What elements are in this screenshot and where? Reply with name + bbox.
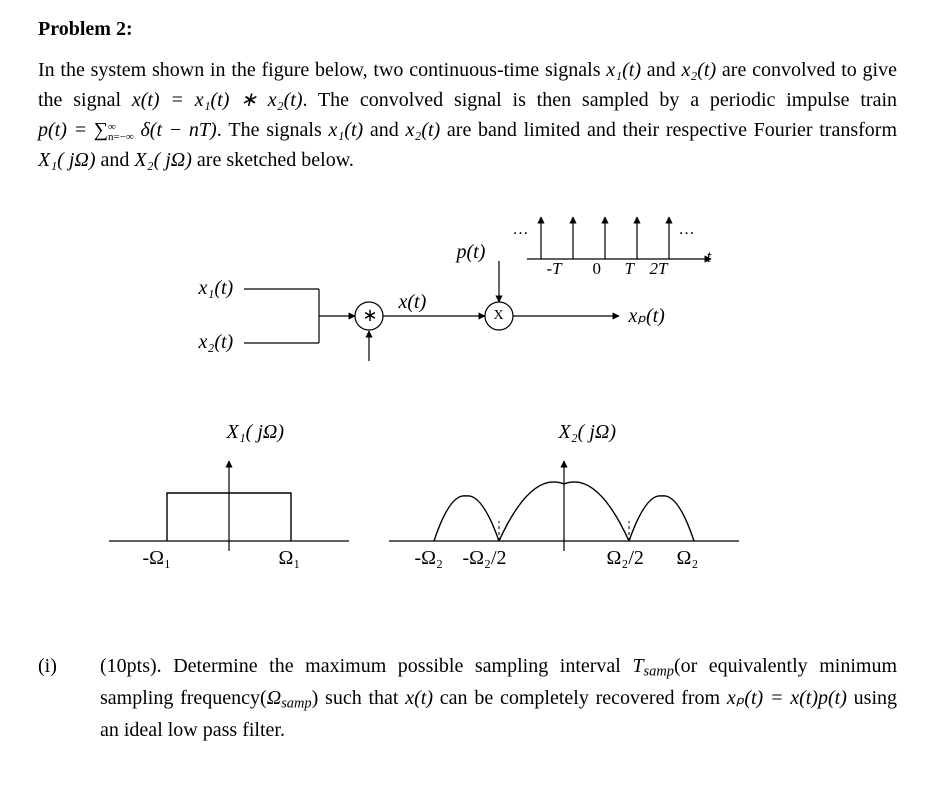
text-segment: and (363, 119, 405, 141)
label-pt: p(t) (457, 241, 486, 264)
problem-title: Problem 2: (38, 18, 897, 41)
label-xpt: xₚ(t) (629, 303, 665, 328)
impulse-dots-right: … (679, 221, 695, 239)
part-i-body: (10pts). Determine the maximum possible … (100, 651, 897, 746)
multiplier-symbol: X (494, 308, 504, 324)
label-X2: X₂( jΩ) (559, 421, 617, 444)
tick-pos-O1: Ω₁ (279, 547, 301, 570)
text-segment: . The convolved signal is then sampled b… (302, 89, 897, 111)
tick-0: 0 (593, 259, 602, 279)
system-figure: x₁(t) x₂(t) ∗ X x(t) p(t) xₚ(t) … … -T 0… (39, 201, 897, 631)
text-segment: can be completely recovered from (433, 687, 727, 709)
tick-neg-O1: -Ω₁ (143, 547, 172, 570)
math-x2: x₂(t) (681, 59, 716, 81)
text-segment: are sketched below. (192, 149, 354, 171)
text-segment: . The signals (217, 119, 329, 141)
problem-statement: In the system shown in the figure below,… (38, 55, 897, 175)
math-pt: p(t) = ∑∞n=−∞ δ(t − nT) (38, 119, 217, 141)
math-Osamp: Ωsamp (267, 687, 312, 709)
label-x2t: x₂(t) (199, 331, 234, 354)
tick-neg-O2: -Ω₂ (415, 547, 444, 570)
math-x2b: x₂(t) (405, 119, 440, 141)
tick-pos-O2: Ω₂ (677, 547, 699, 570)
math-x1: x₁(t) (606, 59, 641, 81)
math-delta: δ(t − nT) (134, 119, 217, 141)
convolver-symbol: ∗ (363, 305, 378, 326)
text-segment: are band limited and their respective Fo… (440, 119, 897, 141)
tick-2T: 2T (650, 259, 668, 279)
text-segment: ) such that (312, 687, 406, 709)
math-x1b: x₁(t) (328, 119, 363, 141)
math-xt2: x(t) (405, 687, 433, 709)
sum-lower: n=−∞ (108, 133, 134, 143)
text-segment: and (641, 59, 681, 81)
math-X2: X₂( jΩ) (134, 149, 192, 171)
axis-t: t (707, 247, 712, 267)
text-segment: (10pts). Determine the maximum possible … (100, 655, 632, 677)
math-xpt-eq: xₚ(t) = x(t)p(t) (727, 687, 847, 709)
math-eq-conv: x(t) = x₁(t) ∗ x₂(t) (132, 89, 303, 111)
impulse-dots-left: … (513, 221, 529, 239)
tick-neg-O2h: -Ω₂/2 (463, 547, 507, 570)
part-i-label: (i) (38, 651, 100, 746)
part-i: (i) (10pts). Determine the maximum possi… (38, 651, 897, 746)
math-sum: p(t) = ∑ (38, 119, 108, 141)
text-segment: and (96, 149, 135, 171)
math-T-sub: samp (644, 664, 674, 680)
label-xt: x(t) (399, 291, 427, 314)
math-Tsamp: Tsamp (632, 655, 674, 677)
text-segment: In the system shown in the figure below,… (38, 59, 606, 81)
label-x1t: x₁(t) (199, 277, 234, 300)
math-X1: X₁( jΩ) (38, 149, 96, 171)
label-X1: X₁( jΩ) (227, 421, 285, 444)
tick-nT: -T (547, 259, 562, 279)
tick-pos-O2h: Ω₂/2 (607, 547, 644, 570)
tick-T: T (625, 259, 634, 279)
math-T: T (632, 655, 643, 677)
math-O: Ω (267, 687, 281, 709)
page-root: Problem 2: In the system shown in the fi… (0, 0, 935, 812)
math-O-sub: samp (281, 696, 311, 712)
